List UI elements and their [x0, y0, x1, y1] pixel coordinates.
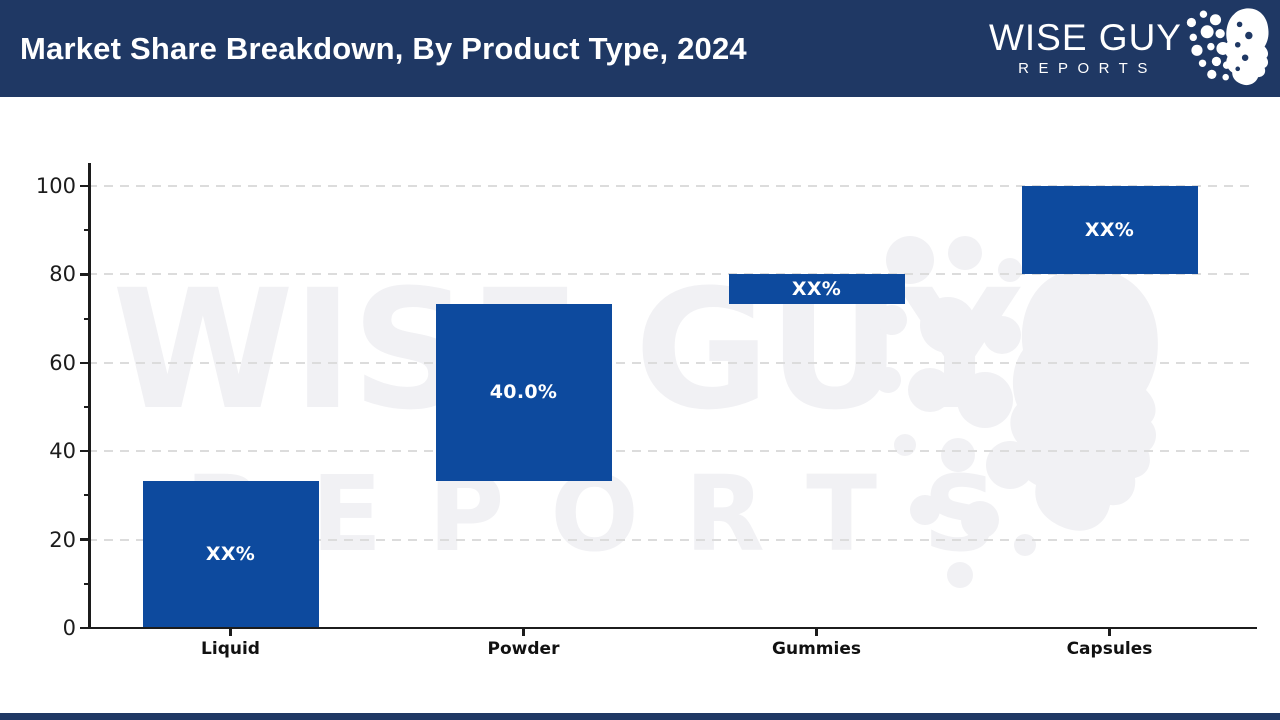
- y-axis-tick-label: 40: [49, 439, 76, 464]
- x-axis-category-label: Capsules: [1066, 639, 1153, 659]
- y-axis-tick-label: 80: [49, 262, 76, 287]
- bar-value-label: 40.0%: [489, 381, 558, 404]
- bar-gummies: XX%: [728, 274, 905, 304]
- bar-powder: 40.0%: [435, 304, 612, 481]
- x-axis-tick: [229, 629, 232, 636]
- logo-reports-text: REPORTS: [1018, 59, 1157, 77]
- y-axis-tick: [80, 361, 88, 364]
- y-axis-tick: [80, 273, 88, 276]
- y-axis-minor-tick: [84, 582, 88, 585]
- y-axis-tick-label: 60: [49, 350, 76, 375]
- bar-value-label: XX%: [791, 278, 842, 301]
- bar-value-label: XX%: [1084, 219, 1135, 242]
- gridline: [88, 273, 1256, 276]
- y-axis-minor-tick: [84, 406, 88, 408]
- y-axis-tick-label: 0: [62, 616, 76, 640]
- x-axis-line: [88, 626, 1257, 629]
- header-bar: Market Share Breakdown, By Product Type,…: [0, 0, 1280, 97]
- y-axis-minor-tick: [84, 229, 88, 232]
- x-axis-tick: [1108, 629, 1111, 636]
- footer-strip: [0, 713, 1280, 720]
- logo-wiseguy-text: WISE GUY: [988, 17, 1182, 59]
- x-axis-category-label: Gummies: [772, 639, 861, 659]
- y-axis-minor-tick: [84, 317, 88, 320]
- y-axis-line: [88, 163, 91, 629]
- y-axis-tick: [80, 538, 88, 541]
- y-axis-minor-tick: [84, 494, 88, 497]
- wiseguy-logo: WISE GUY REPORTS: [989, 4, 1272, 92]
- y-axis-tick: [80, 626, 88, 630]
- watermark-face-icon: [875, 236, 1158, 588]
- bar-value-label: XX%: [205, 543, 256, 566]
- y-axis-tick-label: 20: [49, 527, 76, 552]
- bar-capsules: XX%: [1021, 186, 1198, 275]
- x-axis-category-label: Powder: [487, 639, 560, 659]
- x-axis-category-label: Liquid: [201, 639, 260, 659]
- bar-liquid: XX%: [142, 480, 319, 628]
- gridline: [88, 361, 1256, 364]
- gridline: [88, 450, 1256, 453]
- x-axis-tick: [815, 629, 818, 636]
- gridline: [88, 538, 1256, 541]
- gridline: [88, 185, 1256, 187]
- wiseguy-face-icon: [1186, 8, 1269, 86]
- y-axis-tick: [80, 450, 88, 453]
- chart-title: Market Share Breakdown, By Product Type,…: [20, 30, 747, 66]
- y-axis-tick-label: 100: [35, 174, 76, 198]
- x-axis-tick: [522, 629, 525, 636]
- y-axis-tick: [80, 184, 88, 188]
